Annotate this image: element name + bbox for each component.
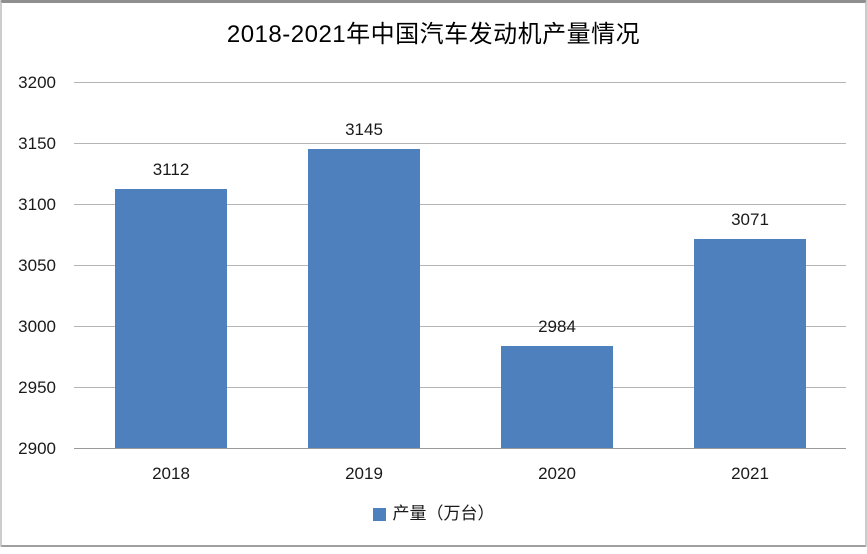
- chart-title: 2018-2021年中国汽车发动机产量情况: [226, 21, 641, 48]
- gridline: [74, 326, 846, 327]
- bar-2020: [501, 346, 613, 448]
- gridline: [74, 265, 846, 266]
- x-axis-category-label: 2018: [152, 464, 190, 483]
- y-axis-tick-label: 3050: [18, 256, 56, 275]
- x-axis-category-label: 2021: [731, 464, 769, 483]
- x-axis-category-label: 2020: [538, 464, 576, 483]
- bar-value-label: 3145: [345, 120, 383, 139]
- bar-value-label: 3071: [731, 210, 769, 229]
- y-axis-tick-label: 2950: [18, 378, 56, 397]
- x-axis-line: [74, 448, 846, 449]
- bar-value-label: 3112: [152, 160, 190, 179]
- legend: 产量（万台）: [0, 503, 867, 525]
- bar-2021: [694, 239, 806, 448]
- y-axis-tick-label: 3000: [18, 317, 56, 336]
- gridline: [74, 204, 846, 205]
- y-axis-tick-label: 3100: [18, 195, 56, 214]
- bar-2018: [115, 189, 227, 448]
- y-axis-tick-label: 3150: [18, 134, 56, 153]
- y-axis-tick-label: 2900: [18, 439, 56, 458]
- bar-value-label: 2984: [538, 317, 576, 336]
- bar-2019: [308, 149, 420, 448]
- y-axis-tick-label: 3200: [18, 73, 56, 92]
- gridline: [74, 143, 846, 144]
- legend-label: 产量（万台）: [392, 504, 495, 523]
- legend-color-swatch: [372, 507, 386, 521]
- gridline: [74, 82, 846, 83]
- x-axis-category-label: 2019: [345, 464, 383, 483]
- gridline: [74, 387, 846, 388]
